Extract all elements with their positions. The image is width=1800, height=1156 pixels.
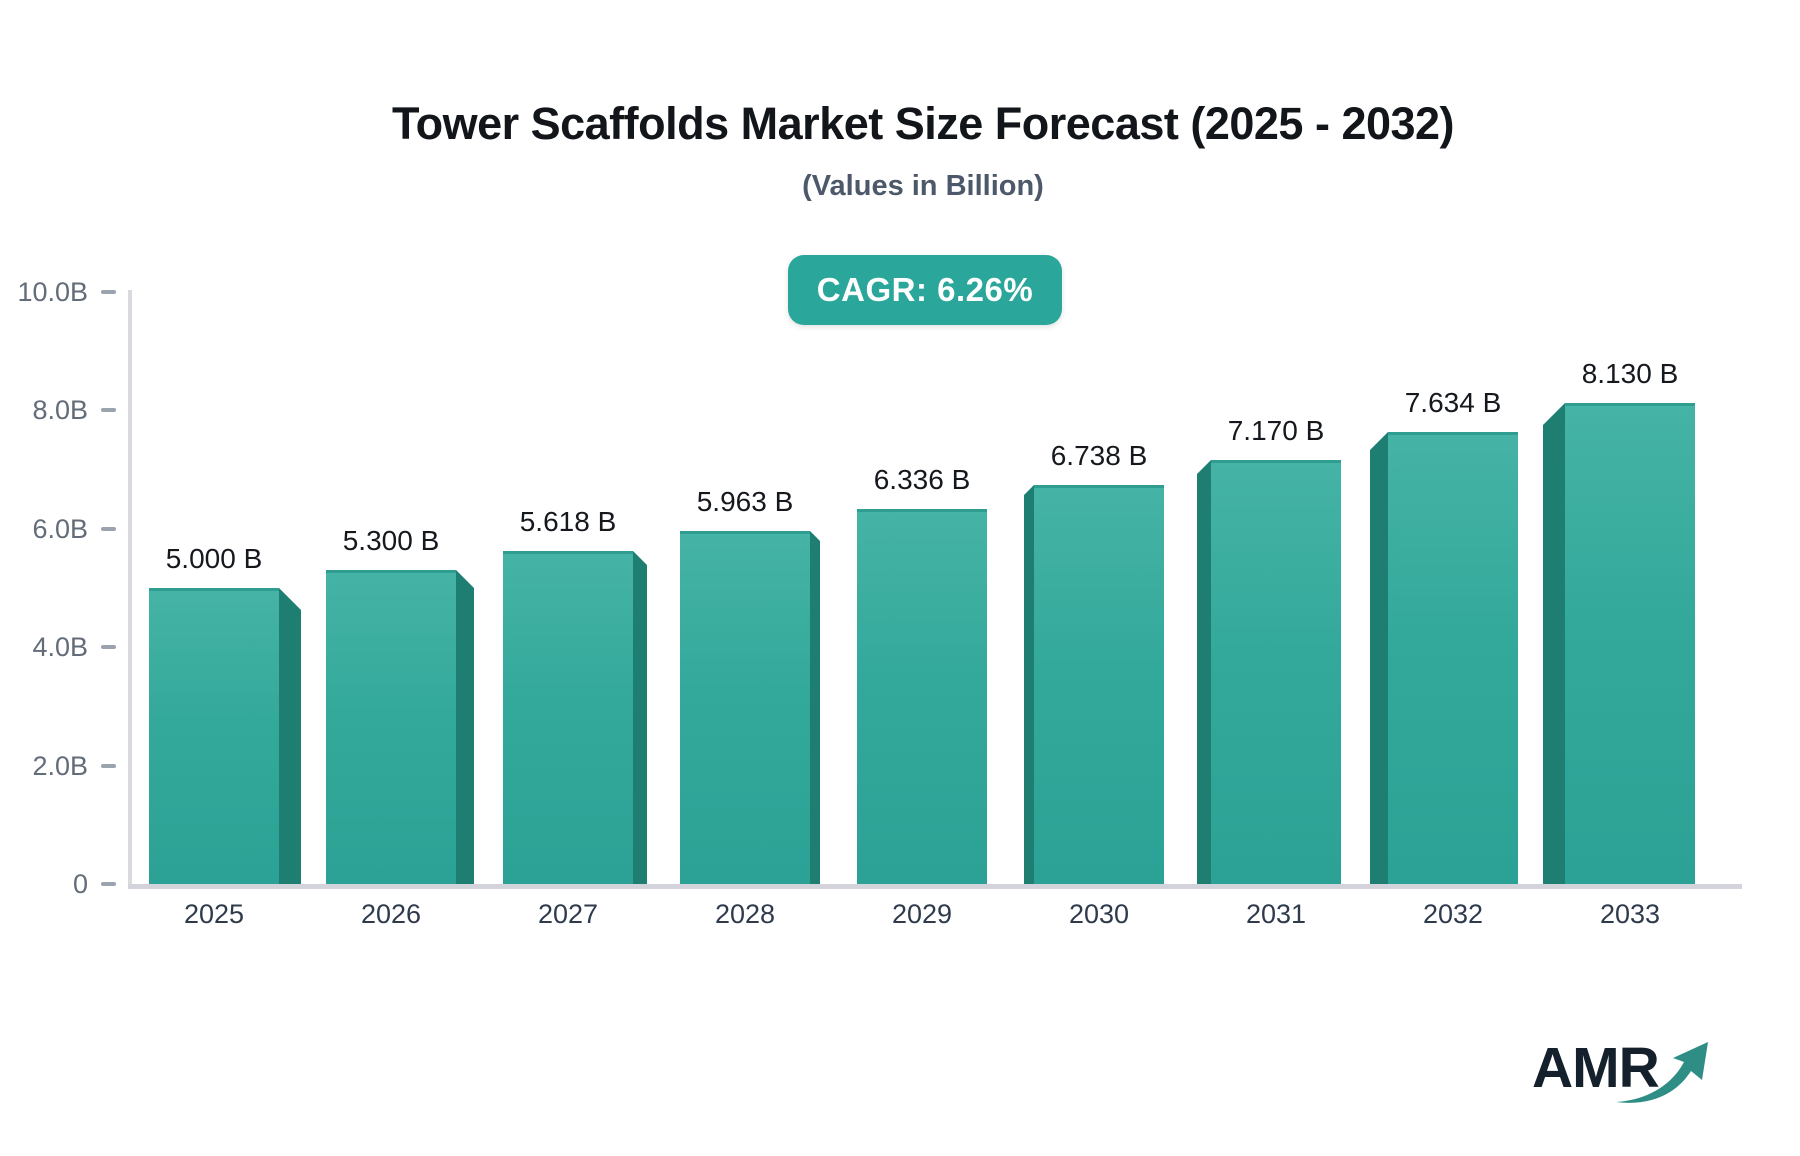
cagr-badge: CAGR: 6.26% [788, 255, 1062, 325]
amr-logo-text: AMR [1532, 1036, 1660, 1100]
y-axis-label: 10.0B [17, 277, 88, 307]
bar-front [680, 531, 810, 884]
y-axis-label: 2.0B [32, 750, 88, 781]
bar-front [1388, 432, 1518, 884]
value-label: 8.130 B [1581, 358, 1679, 389]
x-axis-label: 2027 [537, 899, 599, 929]
cagr-badge-label: CAGR: 6.26% [816, 271, 1034, 308]
bar-side [810, 531, 820, 884]
x-axis-label: 2026 [360, 899, 422, 929]
chart-subtitle: (Values in Billion) [802, 170, 1044, 202]
bar-side [1370, 432, 1388, 884]
y-axis-tick [101, 290, 116, 294]
y-axis-label: 0 [72, 869, 88, 899]
y-axis-tick [101, 408, 116, 413]
value-label: 7.170 B [1227, 415, 1325, 446]
value-label: 6.336 B [873, 464, 971, 495]
value-label: 5.300 B [342, 525, 440, 556]
y-axis-tick [101, 645, 116, 650]
y-axis-tick [101, 882, 116, 886]
y-axis-line [128, 290, 132, 886]
x-axis-baseline [128, 884, 1742, 889]
bar-front [1565, 403, 1695, 884]
bar-front [857, 509, 987, 884]
y-axis-tick [101, 526, 116, 531]
value-label: 6.738 B [1050, 440, 1148, 471]
bar-side [279, 588, 301, 884]
x-axis-label: 2025 [183, 899, 245, 929]
x-axis-label: 2028 [714, 899, 776, 929]
x-axis-label: 2032 [1422, 899, 1484, 929]
bar-front [326, 570, 456, 884]
growth-arrow-icon [1616, 1042, 1708, 1103]
bar-side [1543, 403, 1565, 884]
bar-front [1211, 460, 1341, 884]
y-axis-label: 4.0B [32, 632, 88, 663]
y-axis-tick [101, 763, 116, 768]
amr-logo: AMR [1532, 1038, 1732, 1113]
x-axis-label: 2030 [1068, 899, 1130, 929]
bar-side [456, 570, 474, 884]
value-label: 7.634 B [1404, 387, 1502, 418]
x-axis-label: 2031 [1245, 899, 1307, 929]
y-axis-label: 8.0B [32, 395, 88, 426]
chart-title: Tower Scaffolds Market Size Forecast (20… [391, 98, 1455, 149]
value-label: 5.000 B [165, 543, 263, 574]
y-axis-label: 6.0B [32, 513, 88, 544]
bar-front [1034, 485, 1164, 884]
x-axis-label: 2033 [1599, 899, 1661, 929]
bar-front [149, 588, 279, 884]
bar-side [1024, 485, 1034, 884]
bar-side [1197, 460, 1211, 884]
x-axis-label: 2029 [891, 899, 953, 929]
bar-front [503, 551, 633, 884]
value-label: 5.618 B [519, 506, 617, 537]
value-label: 5.963 B [696, 486, 794, 517]
bar-side [633, 551, 647, 884]
